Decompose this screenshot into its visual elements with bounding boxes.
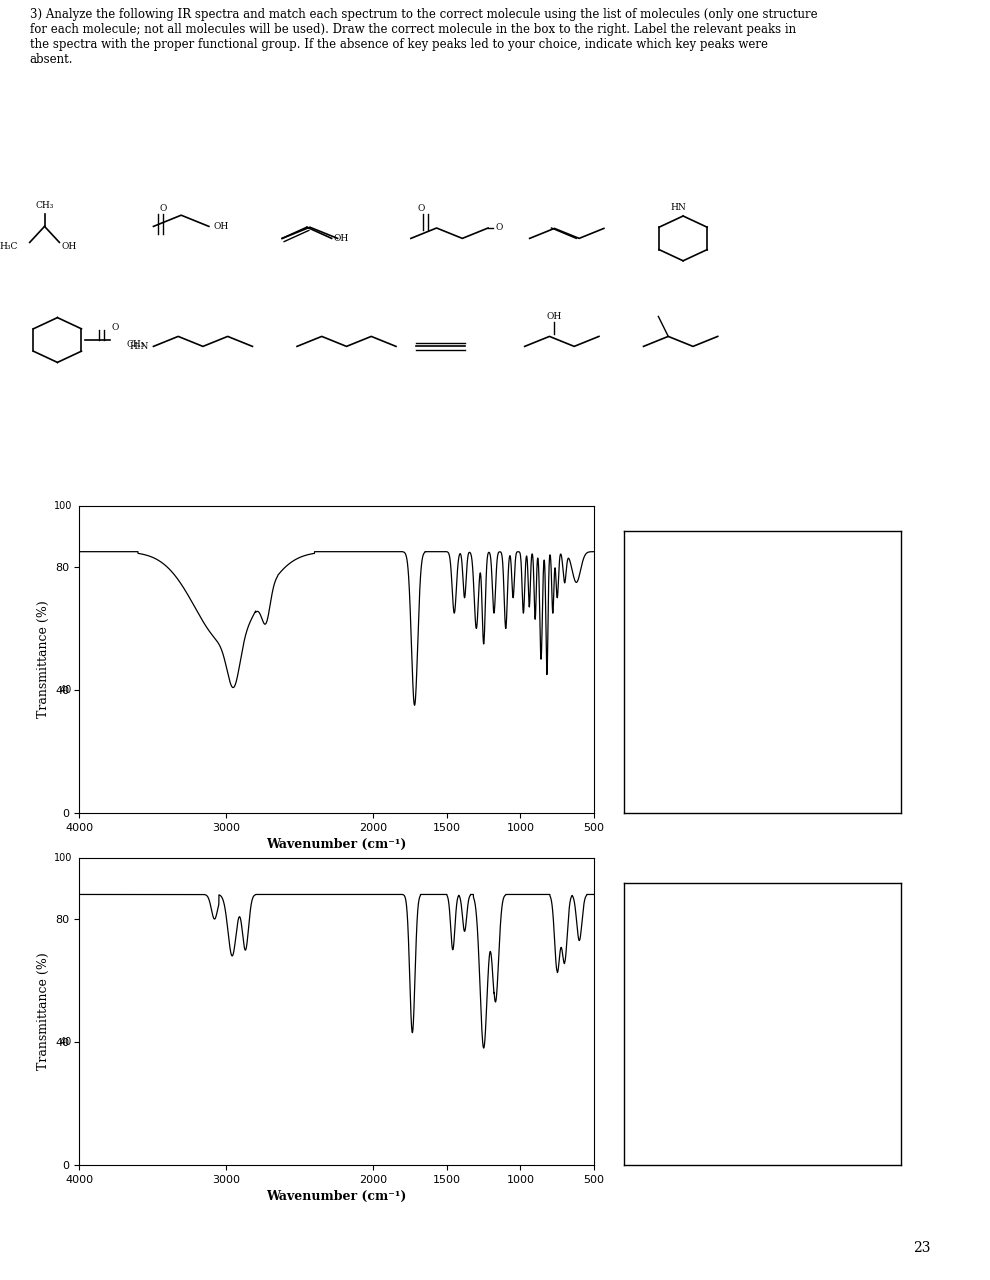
Text: OH: OH [61,242,76,251]
Text: O: O [495,224,502,233]
Text: O: O [417,204,425,212]
X-axis label: Wavenumber (cm⁻¹): Wavenumber (cm⁻¹) [266,838,407,851]
Text: H₂N: H₂N [129,342,148,351]
Text: 100: 100 [53,500,72,511]
Text: HN: HN [670,204,686,212]
Y-axis label: Transmittance (%): Transmittance (%) [37,952,50,1070]
Text: 23: 23 [913,1242,931,1254]
Text: H₃C: H₃C [0,242,18,251]
Text: O: O [112,323,119,332]
Text: 100: 100 [53,852,72,863]
Text: CH₃: CH₃ [36,201,53,210]
Text: O: O [159,204,167,212]
X-axis label: Wavenumber (cm⁻¹): Wavenumber (cm⁻¹) [266,1190,407,1203]
Text: 40: 40 [59,1037,72,1047]
Y-axis label: Transmittance (%): Transmittance (%) [37,600,50,718]
Text: 3) Analyze the following IR spectra and match each spectrum to the correct molec: 3) Analyze the following IR spectra and … [30,8,818,67]
Text: 40: 40 [59,685,72,695]
Text: OH: OH [334,234,348,243]
Text: OH: OH [214,221,229,230]
Text: CH₃: CH₃ [127,340,146,349]
Text: OH: OH [546,312,562,321]
